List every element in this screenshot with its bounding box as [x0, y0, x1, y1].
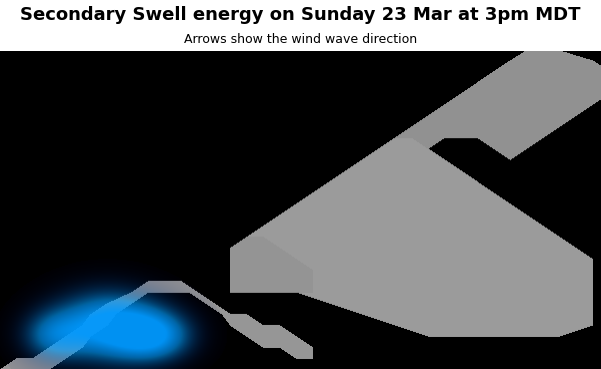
Text: Arrows show the wind wave direction: Arrows show the wind wave direction	[184, 33, 417, 46]
Text: Secondary Swell energy on Sunday 23 Mar at 3pm MDT: Secondary Swell energy on Sunday 23 Mar …	[20, 6, 581, 24]
